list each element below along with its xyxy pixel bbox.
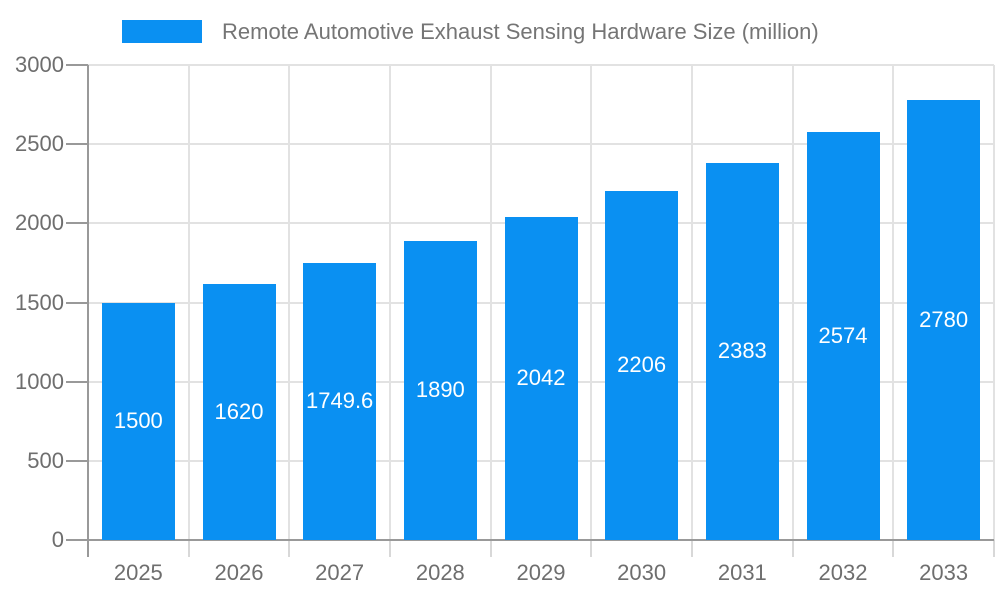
y-tick (66, 222, 88, 225)
x-tick (389, 540, 391, 557)
gridline-h (88, 64, 994, 66)
bar-value-label: 2780 (919, 306, 969, 332)
y-tick-label: 2500 (15, 131, 64, 157)
gridline-v (892, 65, 895, 540)
x-tick (691, 540, 693, 557)
y-tick (66, 143, 88, 146)
bar[interactable] (403, 240, 477, 540)
x-tick-label: 2029 (516, 560, 566, 585)
bar-value-label: 1620 (214, 398, 264, 424)
legend[interactable]: Remote Automotive Exhaust Sensing Hardwa… (122, 18, 819, 45)
x-axis-line (66, 539, 994, 541)
y-tick-label: 0 (51, 527, 64, 552)
x-tick-label: 2032 (818, 560, 868, 585)
x-tick-label: 2027 (315, 560, 365, 585)
x-tick-label: 2025 (113, 560, 163, 585)
bar-value-label: 1749.6 (306, 388, 374, 414)
bar[interactable] (202, 283, 276, 540)
bar-value-label: 2206 (617, 352, 667, 378)
y-tick-label: 1500 (15, 289, 64, 315)
gridline-v (187, 65, 190, 540)
x-tick (791, 540, 794, 557)
gridline-v (993, 65, 995, 540)
x-tick (187, 540, 190, 557)
gridline-v (489, 65, 492, 540)
legend-label: Remote Automotive Exhaust Sensing Hardwa… (222, 18, 819, 44)
legend-swatch (122, 20, 202, 43)
gridline-v (791, 65, 794, 540)
y-tick (66, 301, 88, 304)
x-tick-label: 2030 (617, 560, 667, 585)
y-tick (66, 64, 88, 66)
bar[interactable] (303, 262, 377, 540)
x-tick-label: 2028 (415, 560, 465, 585)
gridline-v (691, 65, 693, 540)
bar[interactable] (806, 132, 880, 540)
gridline-h (88, 143, 994, 146)
bar[interactable] (705, 162, 779, 540)
bar-value-label: 1500 (113, 408, 163, 434)
x-tick (489, 540, 492, 557)
gridline-v (389, 65, 391, 540)
bar[interactable] (605, 190, 679, 540)
y-axis-line (87, 65, 89, 557)
x-tick-label: 2033 (919, 560, 969, 585)
y-tick-label: 500 (27, 447, 64, 473)
x-tick (590, 540, 593, 557)
bar[interactable] (101, 302, 175, 540)
x-tick (993, 540, 995, 557)
bar-value-label: 2383 (717, 338, 767, 364)
bar-value-label: 2042 (516, 365, 566, 391)
bar[interactable] (504, 216, 578, 540)
bar-value-label: 1890 (415, 377, 465, 403)
gridline-v (288, 65, 291, 540)
x-tick-label: 2031 (717, 560, 767, 585)
gridline-v (590, 65, 593, 540)
bar-value-label: 2574 (818, 323, 868, 349)
bar[interactable] (907, 99, 981, 540)
y-tick-label: 1000 (15, 368, 64, 394)
y-tick (66, 459, 88, 462)
y-tick (66, 380, 88, 383)
x-tick (892, 540, 895, 557)
y-tick-label: 2000 (15, 210, 64, 236)
x-tick-label: 2026 (214, 560, 264, 585)
x-tick (288, 540, 291, 557)
y-tick-label: 3000 (15, 52, 64, 77)
